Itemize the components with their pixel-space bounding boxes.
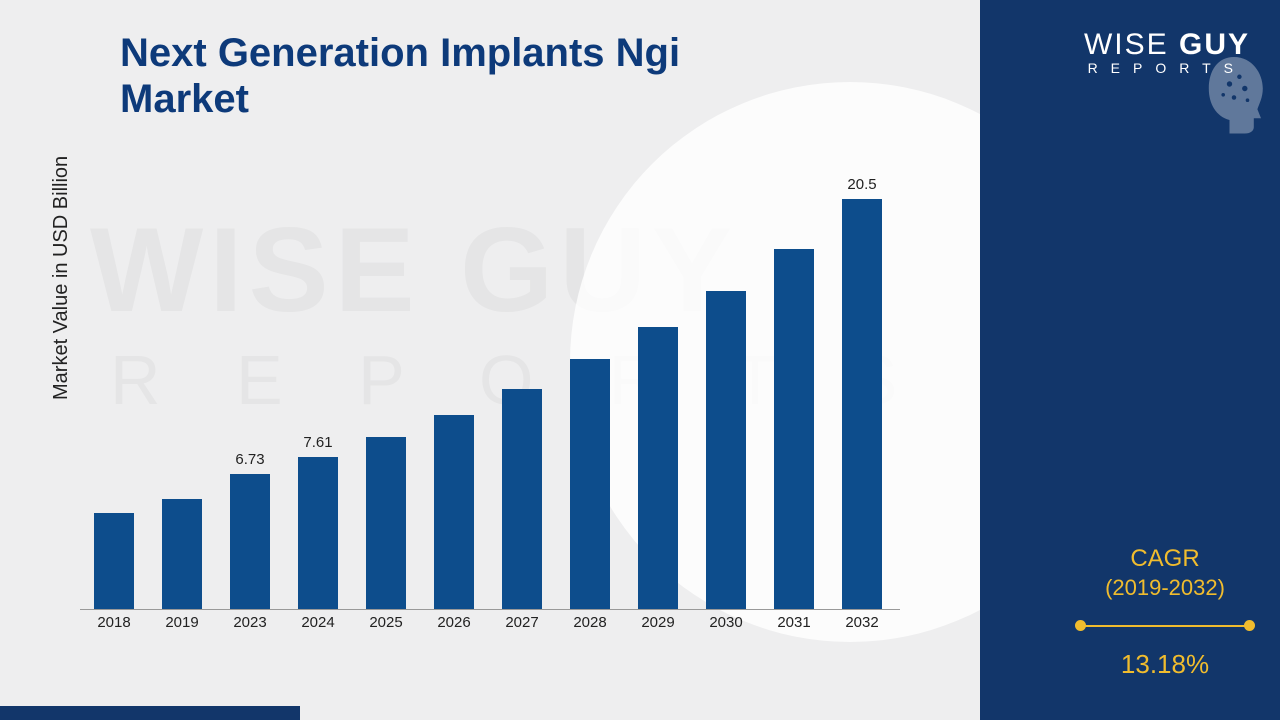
- bar-slot: 6.73: [216, 189, 284, 609]
- bar-value-label: 7.61: [284, 434, 352, 451]
- x-tick-label: 2029: [624, 614, 692, 631]
- bar: [298, 457, 338, 609]
- bar-slot: [80, 189, 148, 609]
- bar-slot: [148, 189, 216, 609]
- dot-icon: [1075, 620, 1086, 631]
- bar-slot: [692, 189, 760, 609]
- x-tick-label: 2030: [692, 614, 760, 631]
- cagr-value: 13.18%: [1050, 649, 1280, 680]
- bar: [774, 249, 814, 609]
- x-axis-line: [80, 609, 900, 610]
- bar-slot: 7.61: [284, 189, 352, 609]
- x-tick-label: 2024: [284, 614, 352, 631]
- x-tick-label: 2028: [556, 614, 624, 631]
- bars-container: 6.737.61 20.5: [80, 189, 900, 609]
- bar-slot: [352, 189, 420, 609]
- x-tick-label: 2019: [148, 614, 216, 631]
- bar: [162, 499, 202, 609]
- logo-text-wise: WISE: [1084, 28, 1169, 61]
- brand-logo: WISE GUY REPORTS: [1084, 28, 1250, 76]
- x-tick-label: 2032: [828, 614, 896, 631]
- head-silhouette-icon: [1180, 48, 1270, 138]
- bar-slot: 20.5: [828, 189, 896, 609]
- bar: [638, 327, 678, 609]
- x-labels-row: 2018201920232024202520262027202820292030…: [80, 614, 900, 638]
- bar: [502, 389, 542, 609]
- bar: [434, 415, 474, 609]
- cagr-title: CAGR: [1050, 545, 1280, 573]
- bar-slot: [420, 189, 488, 609]
- bar-value-label: 20.5: [828, 176, 896, 193]
- x-tick-label: 2018: [80, 614, 148, 631]
- y-axis-label: Market Value in USD Billion: [50, 156, 73, 400]
- x-tick-label: 2025: [352, 614, 420, 631]
- bottom-strip-decor: [0, 706, 300, 720]
- bar: [570, 359, 610, 609]
- plot-area: 6.737.61 20.5: [80, 190, 900, 610]
- bar-slot: [556, 189, 624, 609]
- bar: [230, 474, 270, 609]
- cagr-range: (2019-2032): [1050, 575, 1280, 601]
- bar-slot: [488, 189, 556, 609]
- bar-slot: [760, 189, 828, 609]
- x-tick-label: 2031: [760, 614, 828, 631]
- dot-icon: [1244, 620, 1255, 631]
- bar: [706, 291, 746, 609]
- chart-canvas: WISE GUY R E P O R T S WISE GUY REPORTS …: [0, 0, 1280, 720]
- bar-slot: [624, 189, 692, 609]
- bar: [842, 199, 882, 609]
- bar: [94, 513, 134, 609]
- x-tick-label: 2027: [488, 614, 556, 631]
- chart-title: Next Generation Implants Ngi Market: [120, 30, 820, 122]
- cagr-block: CAGR (2019-2032) 13.18%: [1050, 545, 1280, 680]
- bar-value-label: 6.73: [216, 451, 284, 468]
- cagr-divider: [1080, 611, 1250, 641]
- x-tick-label: 2023: [216, 614, 284, 631]
- bar: [366, 437, 406, 609]
- x-tick-label: 2026: [420, 614, 488, 631]
